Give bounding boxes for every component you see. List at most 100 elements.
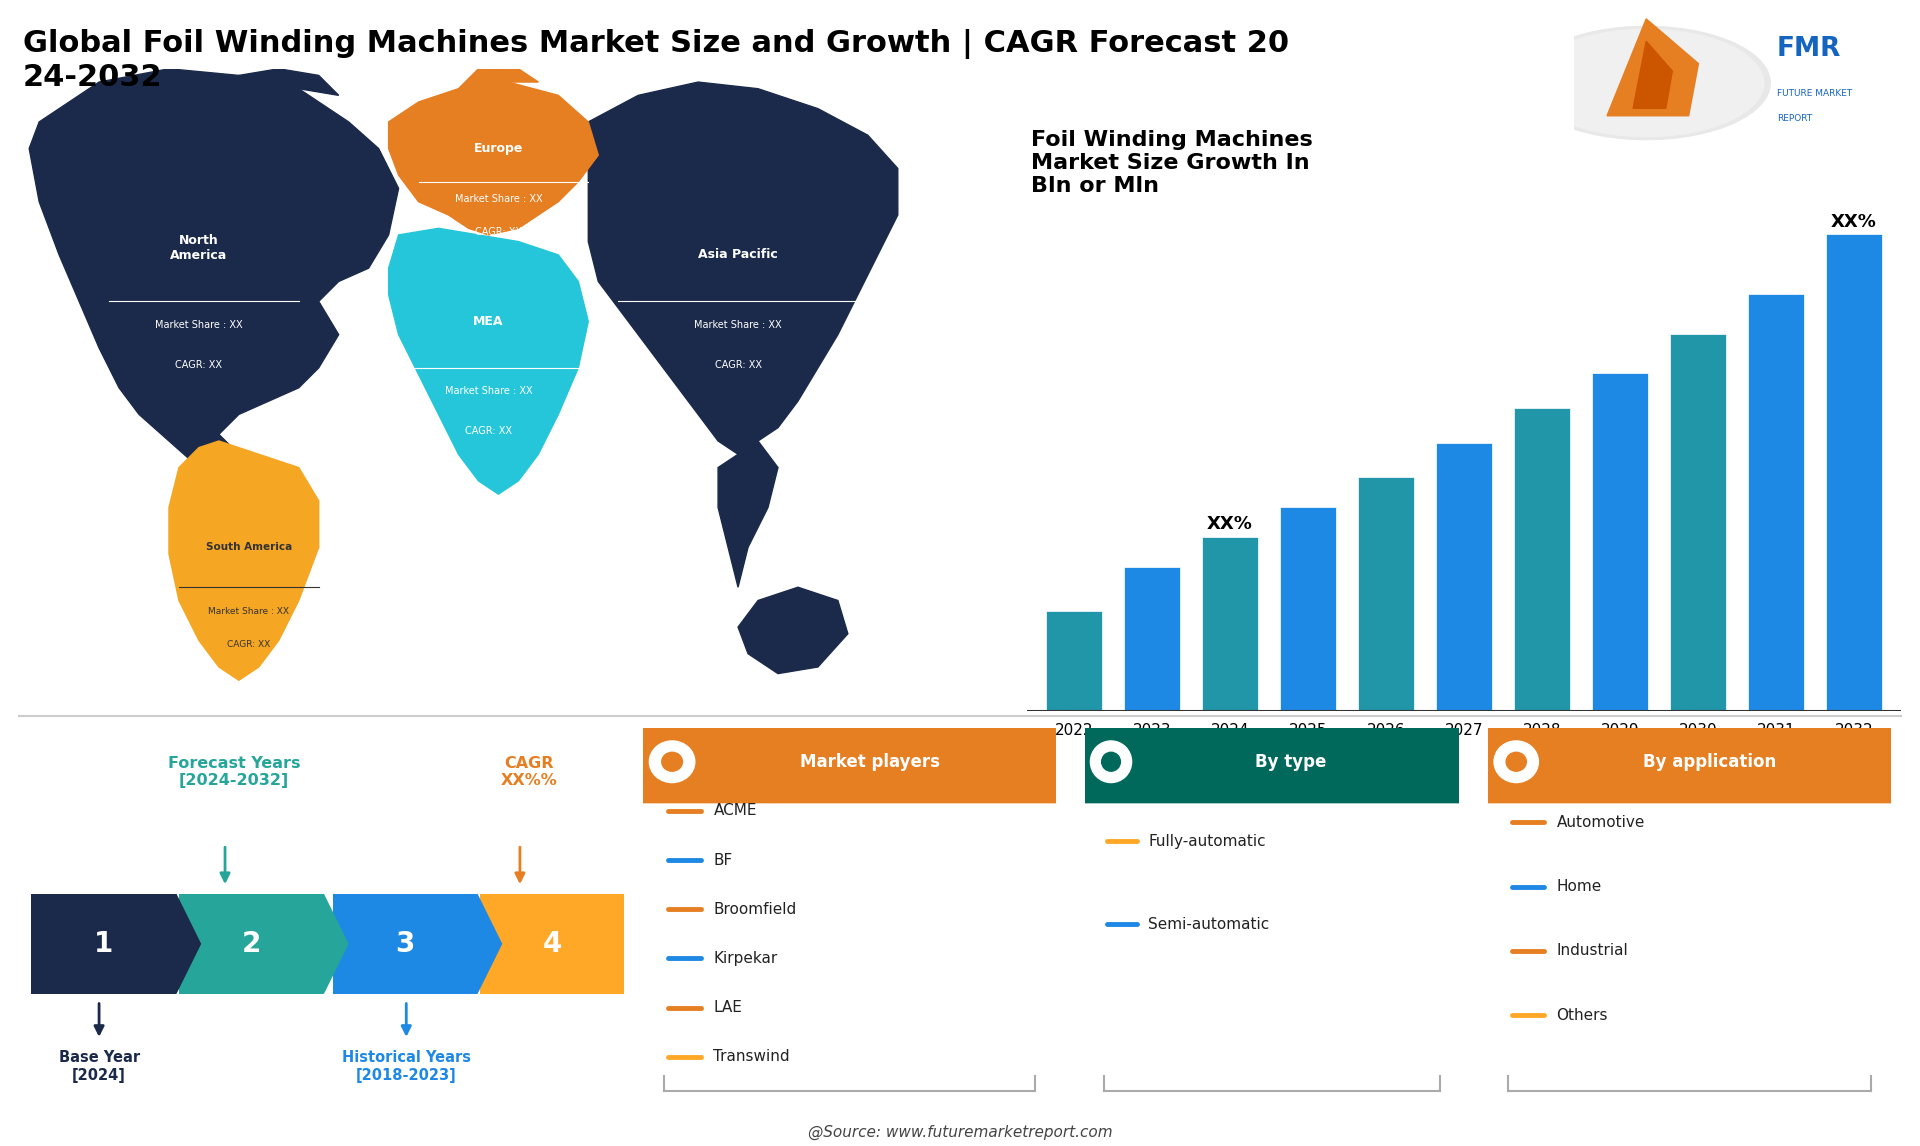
Text: Market Share : XX: Market Share : XX: [156, 320, 242, 330]
FancyBboxPatch shape: [1473, 719, 1907, 803]
Text: Market Share : XX: Market Share : XX: [695, 320, 781, 330]
Polygon shape: [323, 894, 348, 994]
Text: CAGR: XX: CAGR: XX: [227, 639, 271, 649]
Text: 2022: 2022: [1054, 723, 1092, 738]
Text: 2: 2: [242, 929, 261, 958]
Text: CAGR: XX: CAGR: XX: [474, 227, 522, 237]
Text: XX%: XX%: [1832, 212, 1878, 230]
Text: Foil Winding Machines
Market Size Growth In
Bln or Mln: Foil Winding Machines Market Size Growth…: [1031, 129, 1313, 196]
Bar: [1281, 508, 1336, 711]
Text: Asia Pacific: Asia Pacific: [699, 249, 778, 261]
Bar: [1123, 567, 1181, 711]
Text: Market Share : XX: Market Share : XX: [445, 386, 532, 397]
Text: ACME: ACME: [714, 803, 756, 818]
Text: 2028: 2028: [1523, 723, 1561, 738]
Circle shape: [1102, 752, 1121, 771]
Text: Europe: Europe: [474, 142, 522, 155]
Text: Others: Others: [1557, 1007, 1609, 1022]
Text: LAE: LAE: [714, 1000, 743, 1015]
Text: 3: 3: [396, 929, 415, 958]
Text: @Source: www.futuremarketreport.com: @Source: www.futuremarketreport.com: [808, 1125, 1112, 1140]
Text: CAGR: XX: CAGR: XX: [465, 426, 513, 437]
Text: 2029: 2029: [1601, 723, 1640, 738]
Text: 2032: 2032: [1836, 723, 1874, 738]
Text: Base Year
[2024]: Base Year [2024]: [58, 1051, 140, 1083]
FancyBboxPatch shape: [332, 894, 476, 994]
Text: REPORT: REPORT: [1776, 115, 1812, 124]
Text: Forecast Years
[2024-2032]: Forecast Years [2024-2032]: [167, 755, 301, 788]
Text: By application: By application: [1644, 753, 1776, 771]
Circle shape: [662, 752, 682, 771]
FancyBboxPatch shape: [1069, 719, 1475, 803]
Polygon shape: [1634, 41, 1672, 109]
Text: Industrial: Industrial: [1557, 943, 1628, 958]
FancyBboxPatch shape: [626, 719, 1073, 803]
Text: FUTURE MARKET: FUTURE MARKET: [1776, 89, 1853, 97]
Text: 2027: 2027: [1444, 723, 1484, 738]
Text: Semi-automatic: Semi-automatic: [1148, 917, 1269, 932]
Bar: [1202, 537, 1258, 711]
Circle shape: [649, 741, 695, 783]
Text: CAGR: XX: CAGR: XX: [175, 360, 223, 370]
Bar: [1436, 442, 1492, 711]
Polygon shape: [238, 69, 338, 95]
Text: Broomfield: Broomfield: [714, 902, 797, 917]
Text: Home: Home: [1557, 879, 1601, 894]
Text: Global Foil Winding Machines Market Size and Growth | CAGR Forecast 20
24-2032: Global Foil Winding Machines Market Size…: [23, 29, 1288, 92]
Polygon shape: [718, 441, 778, 587]
Text: Market Share : XX: Market Share : XX: [209, 606, 290, 615]
Text: 2025: 2025: [1288, 723, 1327, 738]
Text: Market Share : XX: Market Share : XX: [455, 194, 541, 204]
Polygon shape: [169, 441, 319, 681]
Circle shape: [1494, 741, 1538, 783]
Text: 2031: 2031: [1757, 723, 1795, 738]
FancyBboxPatch shape: [636, 720, 1064, 1114]
Text: MEA: MEA: [472, 315, 503, 328]
Polygon shape: [737, 587, 849, 674]
Text: 1: 1: [94, 929, 113, 958]
Text: CAGR: XX: CAGR: XX: [714, 360, 762, 370]
Bar: [1670, 333, 1726, 711]
Polygon shape: [476, 894, 501, 994]
Polygon shape: [1607, 19, 1699, 116]
Text: 2030: 2030: [1678, 723, 1716, 738]
Text: North
America: North America: [171, 234, 228, 262]
Bar: [1513, 408, 1571, 711]
Bar: [1592, 374, 1647, 711]
FancyBboxPatch shape: [480, 894, 624, 994]
FancyBboxPatch shape: [179, 894, 323, 994]
Circle shape: [1523, 26, 1770, 140]
Polygon shape: [29, 69, 399, 481]
Text: CAGR
XX%%: CAGR XX%%: [501, 755, 557, 788]
Text: XX%: XX%: [1208, 515, 1254, 533]
FancyBboxPatch shape: [1480, 720, 1899, 1114]
Text: Kirpekar: Kirpekar: [714, 951, 778, 966]
Text: South America: South America: [205, 542, 292, 552]
Text: Automotive: Automotive: [1557, 815, 1645, 830]
Bar: [1046, 611, 1102, 711]
Bar: [1747, 295, 1805, 711]
Text: Historical Years
[2018-2023]: Historical Years [2018-2023]: [342, 1051, 470, 1083]
Text: Transwind: Transwind: [714, 1050, 789, 1065]
Text: Market players: Market players: [801, 753, 941, 771]
Text: 2026: 2026: [1367, 723, 1405, 738]
Text: FMR: FMR: [1776, 36, 1841, 62]
Text: Fully-automatic: Fully-automatic: [1148, 833, 1265, 849]
Bar: [1357, 478, 1413, 711]
Circle shape: [1505, 752, 1526, 771]
Text: 4: 4: [543, 929, 563, 958]
Polygon shape: [177, 894, 200, 994]
Text: By type: By type: [1256, 753, 1327, 771]
Text: 2024: 2024: [1212, 723, 1250, 738]
Polygon shape: [459, 69, 538, 88]
FancyBboxPatch shape: [31, 894, 177, 994]
Polygon shape: [388, 228, 588, 494]
Circle shape: [1528, 30, 1764, 136]
Text: BF: BF: [714, 853, 733, 868]
Text: 2023: 2023: [1133, 723, 1171, 738]
Polygon shape: [388, 83, 599, 235]
FancyBboxPatch shape: [1077, 720, 1467, 1114]
Bar: [1826, 235, 1882, 711]
Circle shape: [1091, 741, 1131, 783]
Polygon shape: [588, 83, 899, 454]
